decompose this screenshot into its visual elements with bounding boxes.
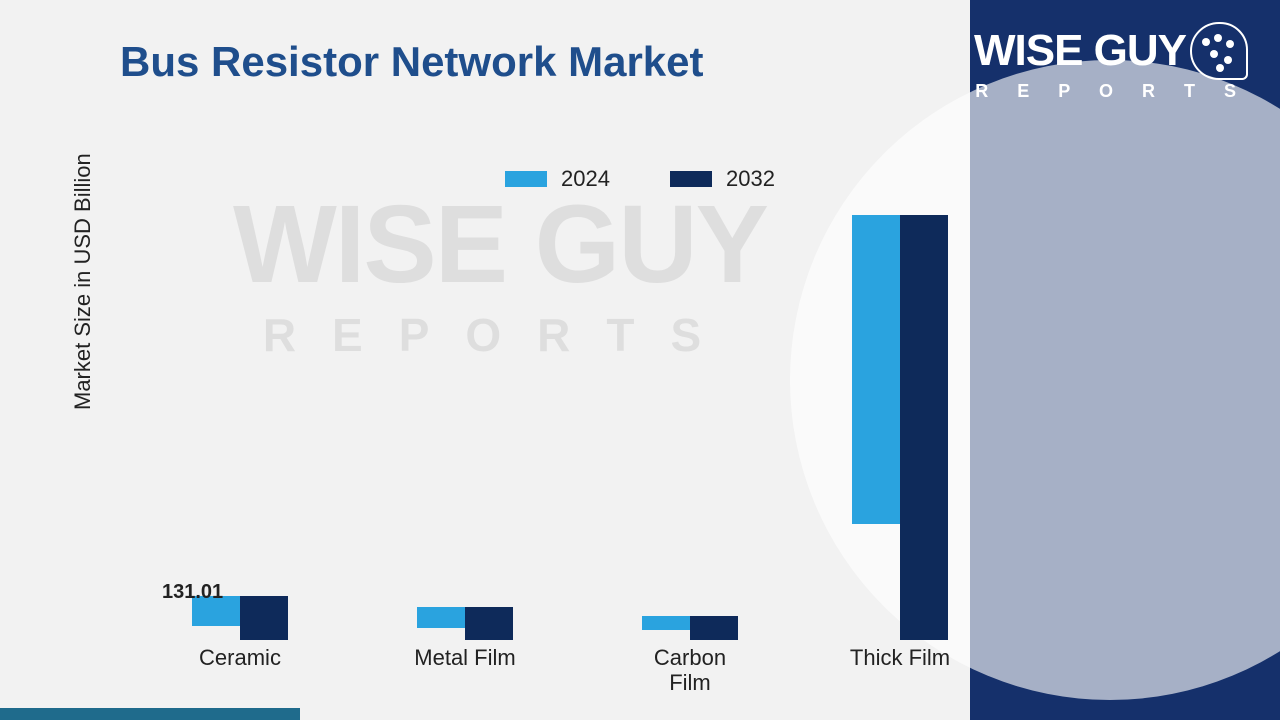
x-category-label: CarbonFilm <box>610 645 770 696</box>
bar-value-label: 131.01 <box>162 581 223 604</box>
bar-2024 <box>417 607 465 628</box>
y-axis-label: Market Size in USD Billion <box>70 153 96 410</box>
brand-sub-text: R E P O R T S <box>974 82 1248 100</box>
bar-group <box>820 215 980 640</box>
brand-logo: WISE GUY R E P O R T S <box>974 22 1248 100</box>
legend-item-2032: 2032 <box>670 166 775 192</box>
bar-2032 <box>240 596 288 640</box>
bar-2032 <box>465 607 513 640</box>
x-category-label: Thick Film <box>820 645 980 670</box>
bar-group <box>385 607 545 640</box>
bar-group <box>610 616 770 640</box>
bar-2032 <box>690 616 738 640</box>
brand-main-text: WISE GUY <box>974 29 1186 73</box>
plot-area: Ceramic131.01Metal FilmCarbonFilmThick F… <box>120 210 970 640</box>
bar-2032 <box>900 215 948 640</box>
chart-title: Bus Resistor Network Market <box>120 38 704 86</box>
bottom-accent-bar <box>0 708 300 720</box>
chart-canvas: WISE GUY REPORTS WISE GUY R E P O R T S … <box>0 0 1280 720</box>
brand-head-icon <box>1190 22 1248 80</box>
legend-swatch-2024 <box>505 171 547 187</box>
bar-2024 <box>852 215 900 524</box>
legend-label-2032: 2032 <box>726 166 775 192</box>
legend-swatch-2032 <box>670 171 712 187</box>
x-category-label: Ceramic <box>160 645 320 670</box>
x-category-label: Metal Film <box>385 645 545 670</box>
bar-2024 <box>642 616 690 630</box>
legend-label-2024: 2024 <box>561 166 610 192</box>
legend: 2024 2032 <box>0 166 1280 192</box>
legend-item-2024: 2024 <box>505 166 610 192</box>
